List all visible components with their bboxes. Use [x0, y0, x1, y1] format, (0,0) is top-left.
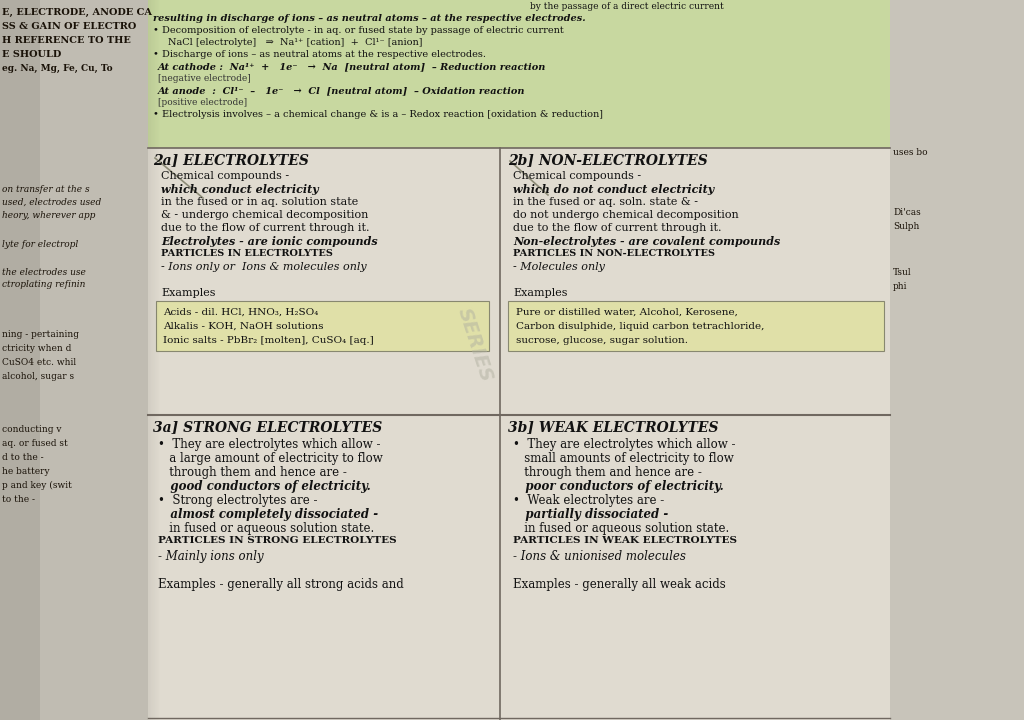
Text: Pure or distilled water, Alcohol, Kerosene,: Pure or distilled water, Alcohol, Kerose…: [516, 308, 738, 317]
Text: • Electrolysis involves – a chemical change & is a – Redox reaction [oxidation &: • Electrolysis involves – a chemical cha…: [153, 110, 603, 119]
Text: •  They are electrolytes which allow -: • They are electrolytes which allow -: [513, 438, 735, 451]
FancyBboxPatch shape: [148, 148, 890, 720]
Text: in the fused or in aq. solution state: in the fused or in aq. solution state: [161, 197, 358, 207]
Text: partially dissociated -: partially dissociated -: [513, 508, 669, 521]
Text: 2a] ELECTROLYTES: 2a] ELECTROLYTES: [153, 153, 309, 167]
Text: aq. or fused st: aq. or fused st: [2, 439, 68, 448]
Text: Sulph: Sulph: [893, 222, 920, 231]
Text: Di'cas: Di'cas: [893, 208, 921, 217]
Text: to the -: to the -: [2, 495, 35, 504]
Text: lyte for electropl: lyte for electropl: [2, 240, 78, 249]
Text: Examples - generally all weak acids: Examples - generally all weak acids: [513, 578, 726, 591]
Text: 3a] STRONG ELECTROLYTES: 3a] STRONG ELECTROLYTES: [153, 420, 382, 434]
Text: Examples: Examples: [513, 288, 567, 298]
Text: - Molecules only: - Molecules only: [513, 262, 605, 272]
Text: p and key (swit: p and key (swit: [2, 481, 72, 490]
Text: •  They are electrolytes which allow -: • They are electrolytes which allow -: [158, 438, 381, 451]
Text: he battery: he battery: [2, 467, 49, 476]
Text: SS & GAIN OF ELECTRO: SS & GAIN OF ELECTRO: [2, 22, 136, 31]
Text: heory, wherever app: heory, wherever app: [2, 211, 95, 220]
Text: Chemical compounds -: Chemical compounds -: [513, 171, 641, 181]
Text: poor conductors of electricity.: poor conductors of electricity.: [513, 480, 724, 493]
Text: E, ELECTRODE, ANODE CA: E, ELECTRODE, ANODE CA: [2, 8, 152, 17]
Text: the electrodes use: the electrodes use: [2, 268, 86, 277]
Text: PARTICLES IN WEAK ELECTROLYTES: PARTICLES IN WEAK ELECTROLYTES: [513, 536, 737, 545]
Text: eg. Na, Mg, Fe, Cu, To: eg. Na, Mg, Fe, Cu, To: [2, 64, 113, 73]
Text: & - undergo chemical decomposition: & - undergo chemical decomposition: [161, 210, 369, 220]
Text: phi: phi: [893, 282, 907, 291]
Text: Tsul: Tsul: [893, 268, 911, 277]
Text: Ionic salts - PbBr₂ [molten], CuSO₄ [aq.]: Ionic salts - PbBr₂ [molten], CuSO₄ [aq.…: [163, 336, 374, 345]
Text: At cathode :  Na¹⁺  +   1e⁻   →  Na  [neutral atom]  – Reduction reaction: At cathode : Na¹⁺ + 1e⁻ → Na [neutral at…: [158, 62, 547, 71]
Text: conducting v: conducting v: [2, 425, 61, 434]
Text: •  Strong electrolytes are -: • Strong electrolytes are -: [158, 494, 317, 507]
Text: Acids - dil. HCl, HNO₃, H₂SO₄: Acids - dil. HCl, HNO₃, H₂SO₄: [163, 308, 318, 317]
FancyBboxPatch shape: [156, 301, 489, 351]
Text: a large amount of electricity to flow: a large amount of electricity to flow: [158, 452, 383, 465]
FancyBboxPatch shape: [148, 0, 890, 148]
Text: E SHOULD: E SHOULD: [2, 50, 61, 59]
Text: which conduct electricity: which conduct electricity: [161, 184, 318, 195]
Text: do not undergo chemical decomposition: do not undergo chemical decomposition: [513, 210, 738, 220]
Text: used, electrodes used: used, electrodes used: [2, 198, 101, 207]
Text: in fused or aqueous solution state.: in fused or aqueous solution state.: [158, 522, 374, 535]
Text: Examples: Examples: [161, 288, 215, 298]
Text: - Ions & unionised molecules: - Ions & unionised molecules: [513, 550, 686, 563]
Text: alcohol, sugar s: alcohol, sugar s: [2, 372, 74, 381]
Text: PARTICLES IN NON-ELECTROLYTES: PARTICLES IN NON-ELECTROLYTES: [513, 249, 715, 258]
Text: Electrolytes - are ionic compounds: Electrolytes - are ionic compounds: [161, 236, 378, 247]
Text: uses bo: uses bo: [893, 148, 928, 157]
FancyBboxPatch shape: [508, 301, 884, 351]
Text: which do not conduct electricity: which do not conduct electricity: [513, 184, 715, 195]
Text: SERIES: SERIES: [454, 305, 496, 384]
FancyBboxPatch shape: [0, 0, 40, 720]
Text: d to the -: d to the -: [2, 453, 44, 462]
Text: small amounts of electricity to flow: small amounts of electricity to flow: [513, 452, 734, 465]
Text: Chemical compounds -: Chemical compounds -: [161, 171, 289, 181]
Text: through them and hence are -: through them and hence are -: [158, 466, 347, 479]
Text: • Decomposition of electrolyte - in aq. or fused state by passage of electric cu: • Decomposition of electrolyte - in aq. …: [153, 26, 564, 35]
Text: ctricity when d: ctricity when d: [2, 344, 72, 353]
Text: ctroplating refinin: ctroplating refinin: [2, 280, 85, 289]
Text: due to the flow of current through it.: due to the flow of current through it.: [513, 223, 722, 233]
Text: H REFERENCE TO THE: H REFERENCE TO THE: [2, 36, 131, 45]
Text: Alkalis - KOH, NaOH solutions: Alkalis - KOH, NaOH solutions: [163, 322, 324, 331]
Text: • Discharge of ions – as neutral atoms at the respective electrodes.: • Discharge of ions – as neutral atoms a…: [153, 50, 486, 59]
Text: 2b] NON-ELECTROLYTES: 2b] NON-ELECTROLYTES: [508, 153, 708, 167]
Text: by the passage of a direct electric current: by the passage of a direct electric curr…: [530, 2, 724, 11]
Text: •  Weak electrolytes are -: • Weak electrolytes are -: [513, 494, 665, 507]
Text: in fused or aqueous solution state.: in fused or aqueous solution state.: [513, 522, 729, 535]
Text: PARTICLES IN STRONG ELECTROLYTES: PARTICLES IN STRONG ELECTROLYTES: [158, 536, 396, 545]
Text: NaCl [electrolyte]   ⇒  Na¹⁺ [cation]  +  Cl¹⁻ [anion]: NaCl [electrolyte] ⇒ Na¹⁺ [cation] + Cl¹…: [168, 38, 423, 47]
FancyBboxPatch shape: [0, 0, 148, 720]
Text: - Mainly ions only: - Mainly ions only: [158, 550, 263, 563]
Text: Carbon disulphide, liquid carbon tetrachloride,: Carbon disulphide, liquid carbon tetrach…: [516, 322, 764, 331]
Text: ning - pertaining: ning - pertaining: [2, 330, 79, 339]
Text: almost completely dissociated -: almost completely dissociated -: [158, 508, 378, 521]
Text: sucrose, glucose, sugar solution.: sucrose, glucose, sugar solution.: [516, 336, 688, 345]
Text: CuSO4 etc. whil: CuSO4 etc. whil: [2, 358, 76, 367]
Text: Non-electrolytes - are covalent compounds: Non-electrolytes - are covalent compound…: [513, 236, 780, 247]
Text: [positive electrode]: [positive electrode]: [158, 98, 247, 107]
Text: good conductors of electricity.: good conductors of electricity.: [158, 480, 371, 493]
Text: due to the flow of current through it.: due to the flow of current through it.: [161, 223, 370, 233]
FancyBboxPatch shape: [890, 0, 1024, 720]
Text: PARTICLES IN ELECTROLYTES: PARTICLES IN ELECTROLYTES: [161, 249, 333, 258]
Text: - Ions only or  Ions & molecules only: - Ions only or Ions & molecules only: [161, 262, 367, 272]
Text: resulting in discharge of ions – as neutral atoms – at the respective electrodes: resulting in discharge of ions – as neut…: [153, 14, 586, 23]
Text: [negative electrode]: [negative electrode]: [158, 74, 251, 83]
Text: on transfer at the s: on transfer at the s: [2, 185, 90, 194]
Text: At anode  :  Cl¹⁻  –   1e⁻   →  Cl  [neutral atom]  – Oxidation reaction: At anode : Cl¹⁻ – 1e⁻ → Cl [neutral atom…: [158, 86, 525, 95]
Text: in the fused or aq. soln. state & -: in the fused or aq. soln. state & -: [513, 197, 698, 207]
Text: 3b] WEAK ELECTROLYTES: 3b] WEAK ELECTROLYTES: [508, 420, 719, 434]
Text: through them and hence are -: through them and hence are -: [513, 466, 701, 479]
Text: Examples - generally all strong acids and: Examples - generally all strong acids an…: [158, 578, 403, 591]
